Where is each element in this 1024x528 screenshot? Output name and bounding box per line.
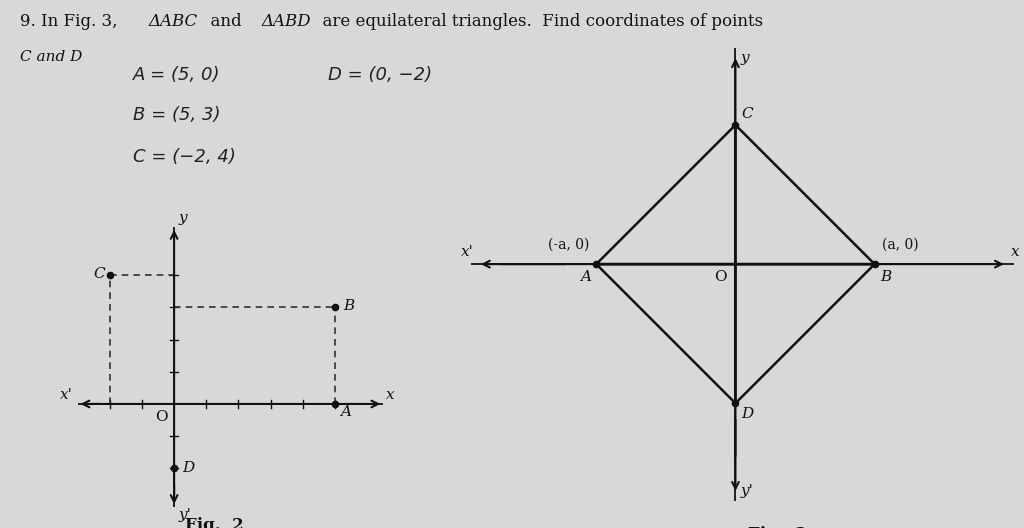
- Text: ΔABD: ΔABD: [261, 13, 310, 30]
- Text: C: C: [94, 267, 105, 281]
- Text: D: D: [182, 461, 195, 475]
- Text: 9. In Fig. 3,: 9. In Fig. 3,: [20, 13, 128, 30]
- Text: y: y: [741, 51, 750, 65]
- Text: (-a, 0): (-a, 0): [548, 238, 590, 252]
- Text: B: B: [343, 299, 354, 313]
- Text: O: O: [715, 270, 727, 284]
- Text: B = (5, 3): B = (5, 3): [133, 106, 220, 124]
- Text: x': x': [60, 388, 73, 402]
- Text: A: A: [580, 270, 591, 284]
- Text: C and D: C and D: [20, 50, 83, 64]
- Text: (a, 0): (a, 0): [882, 238, 919, 252]
- Text: and: and: [200, 13, 252, 30]
- Text: x: x: [1011, 244, 1020, 259]
- Text: are equilateral triangles.  Find coordinates of points: are equilateral triangles. Find coordina…: [312, 13, 764, 30]
- Text: y': y': [741, 484, 754, 498]
- Text: C = (−2, 4): C = (−2, 4): [133, 148, 236, 166]
- Text: B: B: [881, 270, 892, 284]
- Text: y: y: [179, 211, 187, 225]
- Text: D: D: [741, 408, 754, 421]
- Text: D = (0, −2): D = (0, −2): [328, 66, 432, 84]
- Text: O: O: [155, 410, 168, 425]
- Text: Fig.  2: Fig. 2: [185, 516, 244, 528]
- Text: Fig.  3: Fig. 3: [748, 526, 807, 528]
- Text: x': x': [461, 244, 474, 259]
- Text: A = (5, 0): A = (5, 0): [133, 66, 220, 84]
- Text: A: A: [340, 405, 351, 419]
- Text: y': y': [179, 508, 191, 523]
- Text: C: C: [741, 107, 753, 121]
- Text: ΔABC: ΔABC: [148, 13, 198, 30]
- Text: x: x: [386, 388, 395, 402]
